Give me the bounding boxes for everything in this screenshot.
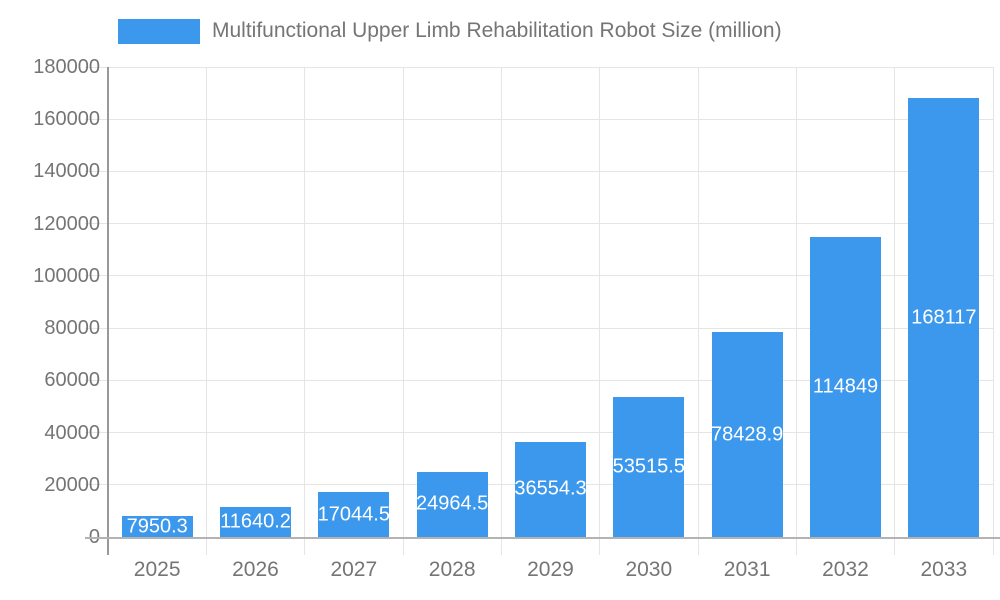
bar-value-label: 11640.2 <box>220 510 291 533</box>
bar-value-label: 7950.3 <box>126 516 188 537</box>
y-tick-label: 80000 <box>44 317 100 340</box>
bar-value-label: 24964.5 <box>416 492 488 515</box>
y-tick-label: 20000 <box>44 473 100 496</box>
x-axis-line <box>85 537 1000 539</box>
y-gridline <box>85 275 993 277</box>
x-tick-label: 2030 <box>625 558 673 581</box>
x-gridline <box>795 67 797 555</box>
x-tick-label: 2028 <box>428 558 476 581</box>
x-tick-label: 2032 <box>822 558 869 581</box>
x-gridline <box>992 67 994 555</box>
x-gridline <box>402 67 404 555</box>
bar-2025: 7950.3 <box>121 516 193 537</box>
x-tick-label: 2027 <box>330 558 378 581</box>
bar-2026: 11640.2 <box>220 506 291 537</box>
bar-value-label: 17044.5 <box>318 503 390 526</box>
y-tick-label: 120000 <box>33 212 100 235</box>
y-tick-label: 160000 <box>33 108 100 131</box>
y-gridline <box>85 118 993 120</box>
y-gridline <box>85 223 993 225</box>
bar-2032: 114849 <box>810 237 881 537</box>
y-gridline <box>85 432 993 434</box>
x-tick-label: 2033 <box>920 558 968 581</box>
y-gridline <box>85 66 993 68</box>
bar-value-label: 36554.3 <box>515 477 586 500</box>
bar-value-label: 78428.9 <box>711 423 783 446</box>
x-gridline <box>500 67 502 555</box>
y-tick-label: 60000 <box>44 369 100 392</box>
x-gridline <box>205 67 207 555</box>
y-gridline <box>85 379 993 381</box>
y-tick-label: 180000 <box>33 56 100 78</box>
y-axis-line <box>107 67 109 555</box>
y-gridline <box>85 327 993 329</box>
x-gridline <box>599 67 601 555</box>
bar-2028: 24964.5 <box>416 471 488 537</box>
bar-2031: 78428.9 <box>711 332 783 537</box>
bar-value-label: 114849 <box>812 375 879 398</box>
bar-2030: 53515.5 <box>613 397 685 537</box>
bar-value-label: 168117 <box>911 306 977 328</box>
x-gridline <box>697 67 699 555</box>
x-gridline <box>894 67 896 555</box>
y-tick-label: 100000 <box>33 264 100 287</box>
x-gridline <box>304 67 306 555</box>
legend-label: Multifunctional Upper Limb Rehabilitatio… <box>212 19 782 42</box>
bar-2027: 17044.5 <box>318 492 390 537</box>
x-tick-label: 2031 <box>723 558 771 581</box>
legend: Multifunctional Upper Limb Rehabilitatio… <box>118 18 782 44</box>
x-tick-label: 2026 <box>232 558 279 581</box>
bar-2033: 168117 <box>908 98 980 537</box>
x-tick-label: 2025 <box>133 558 181 581</box>
bar-2029: 36554.3 <box>515 441 586 537</box>
bar-value-label: 53515.5 <box>613 455 685 478</box>
y-gridline <box>85 170 993 172</box>
y-tick-label: 140000 <box>33 160 100 183</box>
x-tick-label: 2029 <box>527 558 574 581</box>
legend-swatch <box>118 18 200 44</box>
y-tick-label: 40000 <box>44 421 100 444</box>
